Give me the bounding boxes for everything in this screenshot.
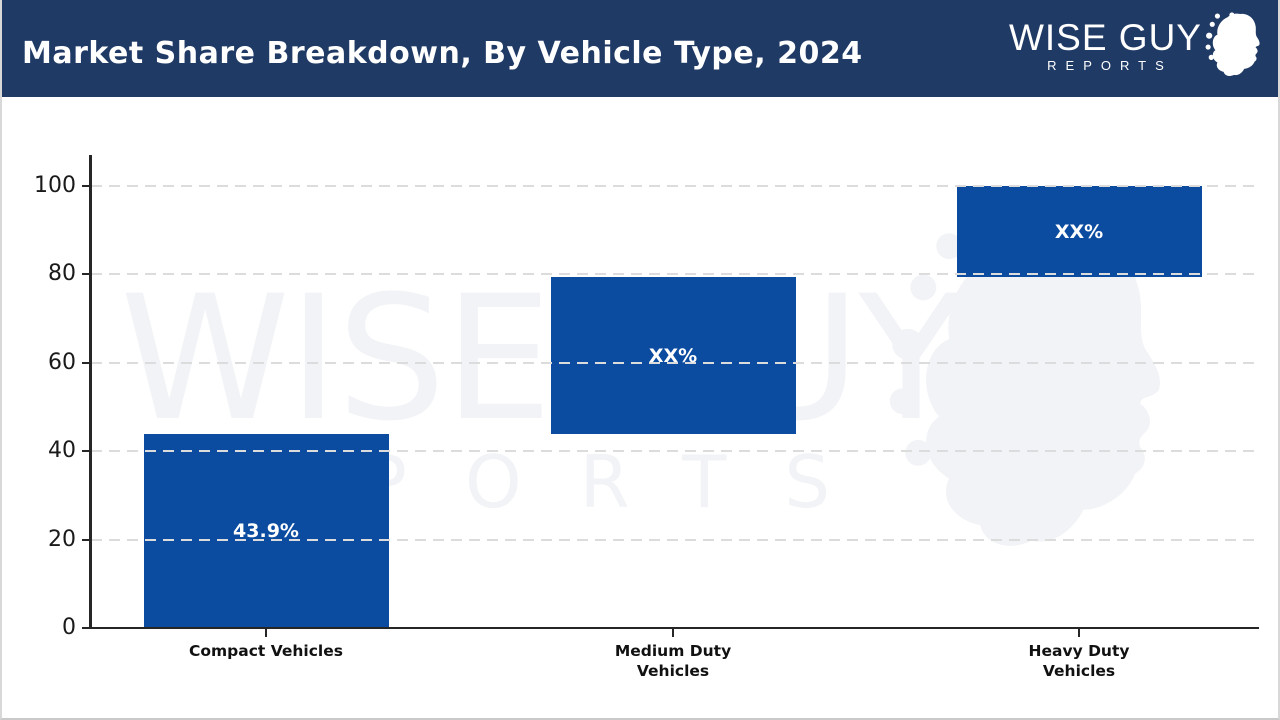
page-title: Market Share Breakdown, By Vehicle Type,… (22, 36, 863, 71)
bar-value-label: XX% (1054, 220, 1104, 243)
y-tick (82, 361, 90, 364)
x-tick (1078, 629, 1080, 637)
x-tick-label-line: Vehicles (1042, 662, 1116, 680)
x-tick-label: Compact Vehicles (156, 641, 376, 661)
brand-logo: WISE GUY REPORTS (1009, 8, 1266, 84)
y-tick (82, 185, 90, 187)
brand-subname: REPORTS (1047, 58, 1173, 73)
x-tick-label-line: Medium Duty (614, 642, 732, 660)
brand-head-dots-icon (1205, 12, 1260, 76)
y-tick (82, 627, 90, 629)
y-tick (82, 273, 90, 276)
y-tick (82, 538, 90, 541)
x-tick-label-line: Heavy Duty (1028, 642, 1130, 660)
brand-logo-text: WISE GUY REPORTS (1009, 18, 1202, 74)
bar (143, 433, 389, 628)
x-tick-label-line: Compact Vehicles (189, 642, 343, 660)
x-axis-line (89, 626, 1259, 629)
bar-value-label: 43.9% (233, 519, 299, 542)
gridline (91, 450, 1257, 453)
y-tick-label: 60 (48, 349, 76, 375)
gridline (91, 538, 1257, 541)
gridline (91, 273, 1257, 276)
x-tick-label: Heavy Duty Vehicles (969, 641, 1189, 681)
x-tick-label: Medium Duty Vehicles (563, 641, 783, 681)
y-tick-label: 20 (48, 526, 76, 552)
bar (550, 277, 796, 434)
y-tick (82, 450, 90, 453)
y-tick-label: 0 (62, 615, 76, 640)
gridline (91, 185, 1257, 187)
x-tick (672, 629, 674, 637)
header-bar: Market Share Breakdown, By Vehicle Type,… (2, 0, 1278, 97)
y-axis-line (89, 155, 92, 629)
gridline (91, 361, 1257, 364)
y-tick-label: 80 (48, 261, 76, 287)
y-tick-label: 40 (48, 438, 76, 464)
x-tick (265, 629, 267, 637)
bar-value-label: XX% (648, 344, 698, 367)
y-tick-label: 100 (34, 173, 76, 198)
x-tick-label-line: Vehicles (636, 662, 710, 680)
watermark-text-wiseguy: WISE GUY (120, 258, 964, 459)
brand-name: WISE GUY (1008, 17, 1202, 58)
